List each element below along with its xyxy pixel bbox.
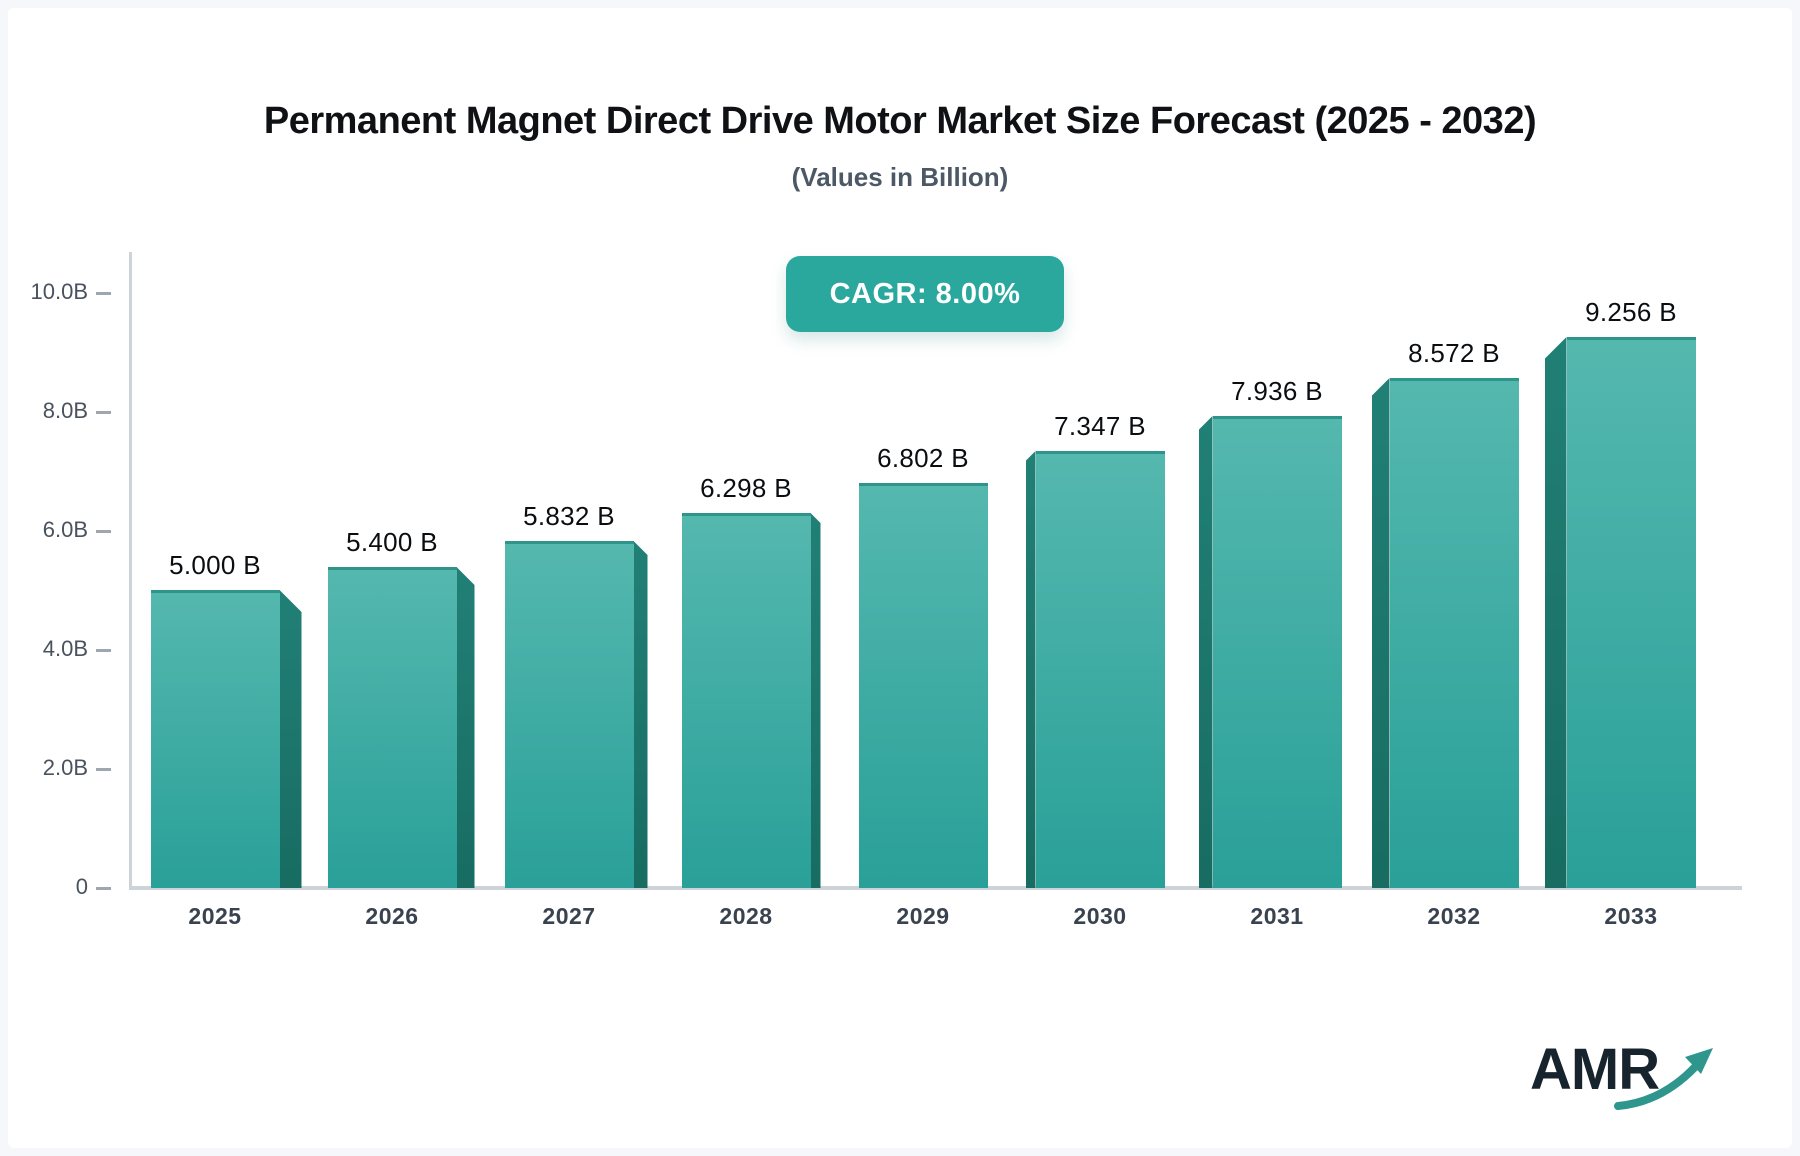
x-axis-baseline bbox=[129, 886, 1742, 890]
chart-subtitle: (Values in Billion) bbox=[791, 162, 1009, 192]
y-tick-label: 4.0B bbox=[42, 636, 88, 661]
x-tick-2025: 2025 bbox=[188, 903, 242, 929]
x-tick-2026: 2026 bbox=[365, 903, 419, 929]
bar-value-label: 5.400 B bbox=[346, 527, 438, 557]
bar-2033 bbox=[1566, 337, 1696, 888]
x-tick-2030: 2030 bbox=[1073, 903, 1127, 929]
amr-logo-text: AMR bbox=[1530, 1037, 1660, 1102]
y-tick-10.0B bbox=[96, 291, 111, 295]
bar-2030 bbox=[1035, 451, 1165, 888]
bar-2031 bbox=[1212, 416, 1342, 888]
y-tick-label: 0 bbox=[75, 874, 88, 899]
bar-side-2028 bbox=[810, 513, 821, 888]
x-tick-2031: 2031 bbox=[1250, 903, 1304, 929]
x-tick-2027: 2027 bbox=[542, 903, 596, 929]
bar-2027 bbox=[504, 541, 634, 888]
y-tick-label: 10.0B bbox=[30, 279, 89, 304]
bar-value-label: 5.000 B bbox=[169, 550, 261, 580]
x-tick-2029: 2029 bbox=[896, 903, 950, 929]
y-tick-2.0B bbox=[96, 767, 111, 771]
bar-value-label: 7.936 B bbox=[1231, 376, 1323, 406]
y-tick-4.0B bbox=[96, 648, 111, 652]
bar-value-label: 8.572 B bbox=[1408, 338, 1500, 368]
y-axis-line bbox=[129, 252, 132, 889]
bar-side-2026 bbox=[456, 567, 475, 888]
y-tick-6.0B bbox=[96, 529, 111, 533]
bar-2029 bbox=[858, 483, 988, 888]
bar-2025 bbox=[150, 590, 280, 888]
y-tick-8.0B bbox=[96, 410, 111, 414]
growth-arrow-icon bbox=[1614, 1048, 1713, 1110]
bar-value-label: 7.347 B bbox=[1054, 411, 1146, 441]
y-tick-label: 8.0B bbox=[42, 398, 88, 423]
y-tick-label: 6.0B bbox=[42, 517, 88, 542]
bar-2032 bbox=[1389, 378, 1519, 888]
x-tick-2032: 2032 bbox=[1427, 903, 1481, 929]
amr-logo: AMR bbox=[1530, 1036, 1730, 1116]
y-tick-0 bbox=[96, 886, 111, 890]
bar-value-label: 5.832 B bbox=[523, 501, 615, 531]
bar-side-2033 bbox=[1544, 337, 1567, 888]
bar-2028 bbox=[681, 513, 811, 888]
bar-value-label: 6.802 B bbox=[877, 443, 969, 473]
x-tick-2033: 2033 bbox=[1604, 903, 1658, 929]
bar-side-2031 bbox=[1198, 416, 1213, 888]
y-tick-label: 2.0B bbox=[42, 755, 88, 780]
bar-side-2032 bbox=[1371, 378, 1390, 888]
bar-value-label: 9.256 B bbox=[1585, 297, 1677, 327]
x-tick-2028: 2028 bbox=[719, 903, 773, 929]
bar-side-2030 bbox=[1025, 451, 1036, 888]
chart-title: Permanent Magnet Direct Drive Motor Mark… bbox=[263, 100, 1537, 142]
bar-2026 bbox=[327, 567, 457, 888]
bar-side-2025 bbox=[279, 590, 302, 888]
bar-value-label: 6.298 B bbox=[700, 473, 792, 503]
bar-side-2027 bbox=[633, 541, 648, 888]
cagr-badge: CAGR: 8.00% bbox=[786, 256, 1064, 332]
